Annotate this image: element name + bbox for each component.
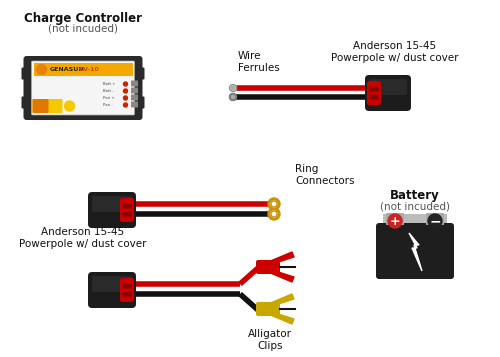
- Circle shape: [268, 198, 280, 210]
- Circle shape: [124, 82, 128, 86]
- FancyBboxPatch shape: [383, 214, 447, 228]
- Text: Pan +: Pan +: [103, 96, 115, 100]
- FancyBboxPatch shape: [386, 213, 404, 225]
- Text: Battery: Battery: [390, 188, 440, 201]
- FancyBboxPatch shape: [426, 213, 444, 225]
- Circle shape: [232, 95, 235, 99]
- FancyBboxPatch shape: [131, 87, 138, 94]
- FancyBboxPatch shape: [24, 56, 142, 120]
- FancyBboxPatch shape: [256, 260, 280, 274]
- Text: Batt -: Batt -: [103, 89, 114, 93]
- Circle shape: [268, 208, 280, 220]
- Text: Batt +: Batt +: [103, 82, 116, 86]
- Text: Pan -: Pan -: [103, 103, 113, 107]
- FancyBboxPatch shape: [122, 203, 132, 208]
- FancyBboxPatch shape: [88, 272, 136, 308]
- FancyBboxPatch shape: [22, 96, 32, 109]
- Text: −: −: [429, 214, 441, 228]
- FancyBboxPatch shape: [34, 63, 132, 76]
- FancyBboxPatch shape: [122, 211, 132, 216]
- Circle shape: [124, 103, 128, 107]
- FancyBboxPatch shape: [32, 61, 134, 115]
- Circle shape: [271, 211, 277, 217]
- Circle shape: [230, 85, 236, 91]
- Text: Anderson 15-45
Powerpole w/ dust cover: Anderson 15-45 Powerpole w/ dust cover: [331, 41, 459, 63]
- FancyBboxPatch shape: [88, 192, 136, 228]
- FancyBboxPatch shape: [120, 278, 134, 302]
- Circle shape: [64, 101, 74, 111]
- Text: (not incuded): (not incuded): [380, 201, 450, 211]
- Text: GENASUN: GENASUN: [50, 67, 84, 72]
- Text: Ring
Connectors: Ring Connectors: [295, 164, 354, 186]
- Circle shape: [36, 65, 46, 75]
- FancyBboxPatch shape: [134, 67, 144, 80]
- FancyBboxPatch shape: [92, 196, 132, 212]
- Polygon shape: [268, 270, 294, 282]
- Circle shape: [124, 89, 128, 93]
- FancyBboxPatch shape: [131, 95, 138, 101]
- FancyBboxPatch shape: [131, 80, 138, 86]
- FancyBboxPatch shape: [120, 198, 134, 222]
- FancyBboxPatch shape: [376, 223, 454, 279]
- Circle shape: [428, 214, 442, 228]
- Polygon shape: [268, 312, 294, 324]
- Text: GV-10: GV-10: [78, 67, 100, 72]
- FancyBboxPatch shape: [365, 75, 411, 111]
- Text: (not incuded): (not incuded): [48, 23, 118, 33]
- FancyBboxPatch shape: [122, 283, 132, 288]
- Text: Alligator
Clips: Alligator Clips: [248, 329, 292, 351]
- Text: +: +: [390, 215, 400, 227]
- Text: Anderson 15-45
Powerpole w/ dust cover: Anderson 15-45 Powerpole w/ dust cover: [20, 227, 147, 249]
- Circle shape: [230, 94, 236, 101]
- Circle shape: [388, 214, 402, 228]
- FancyBboxPatch shape: [122, 292, 132, 297]
- FancyBboxPatch shape: [22, 67, 32, 80]
- FancyBboxPatch shape: [367, 81, 381, 105]
- Text: Wire
Ferrules: Wire Ferrules: [238, 51, 280, 73]
- FancyBboxPatch shape: [134, 96, 144, 109]
- Polygon shape: [409, 233, 422, 271]
- FancyBboxPatch shape: [32, 99, 62, 113]
- FancyBboxPatch shape: [32, 99, 48, 113]
- FancyBboxPatch shape: [131, 101, 138, 107]
- Polygon shape: [268, 252, 294, 264]
- FancyBboxPatch shape: [370, 86, 378, 91]
- FancyBboxPatch shape: [370, 95, 378, 100]
- FancyBboxPatch shape: [256, 302, 280, 316]
- FancyBboxPatch shape: [369, 79, 407, 95]
- FancyBboxPatch shape: [92, 276, 132, 292]
- Text: Charge Controller: Charge Controller: [24, 11, 142, 25]
- Circle shape: [124, 96, 128, 100]
- Circle shape: [271, 201, 277, 207]
- Circle shape: [232, 86, 235, 90]
- Polygon shape: [268, 294, 294, 306]
